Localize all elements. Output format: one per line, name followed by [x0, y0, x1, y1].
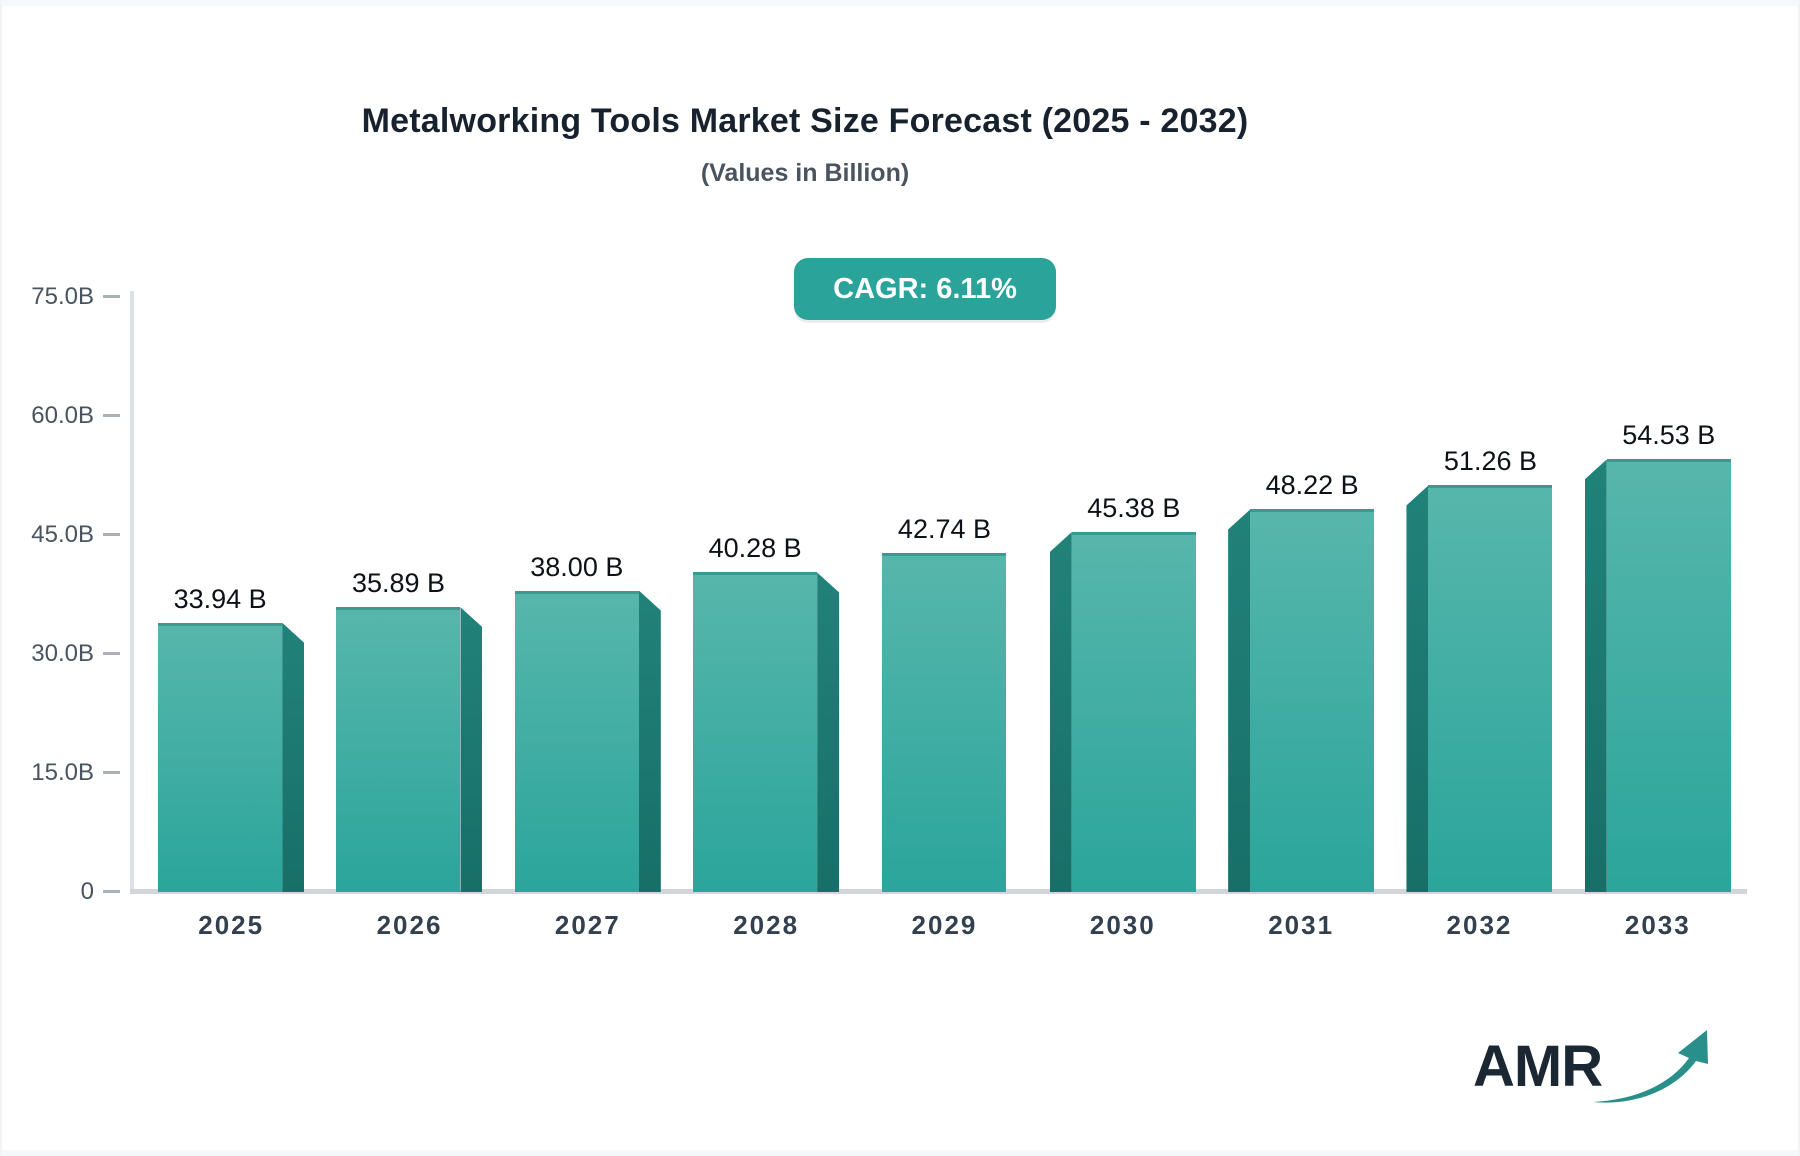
- bar-slot: 48.22 B: [1212, 297, 1390, 892]
- bar-face: 42.74 B: [882, 514, 1007, 892]
- bar-side-face: [1228, 509, 1251, 892]
- bar-slot: 54.53 B: [1569, 297, 1747, 892]
- bar-slot: 51.26 B: [1390, 297, 1568, 892]
- bar-face: 38.00 B: [514, 552, 639, 892]
- bar-side-face: [1584, 459, 1607, 892]
- x-axis-label: 2032: [1446, 910, 1513, 940]
- x-axis-labels: 2025 2026 2027 2028 2029 2030 2031 2032 2033: [142, 910, 1747, 941]
- bar-2032: 51.26 B: [1406, 446, 1553, 892]
- bar-value-label: 35.89 B: [351, 568, 446, 599]
- bar-face: 54.53 B: [1606, 420, 1731, 892]
- bar-face: 48.22 B: [1250, 470, 1375, 892]
- bar-value-label: 33.94 B: [173, 583, 267, 614]
- x-axis-label: 2031: [1268, 910, 1335, 940]
- x-axis-label: 2028: [733, 910, 800, 940]
- bar-slot: 35.89 B: [320, 297, 498, 892]
- bar-value-label: 51.26 B: [1443, 446, 1537, 477]
- bar-slot: 45.38 B: [1034, 297, 1212, 892]
- x-axis-label: 2029: [911, 910, 978, 940]
- y-axis-line: [130, 291, 134, 892]
- bar-face: 45.38 B: [1071, 493, 1196, 892]
- bar-face: 51.26 B: [1428, 446, 1553, 892]
- bar-2026: 35.89 B: [336, 568, 483, 892]
- amr-logo: AMR: [1473, 1018, 1708, 1108]
- bar-2025: 33.94 B: [158, 584, 305, 892]
- y-tick-mark: [103, 414, 120, 417]
- bar-side-face: [1406, 485, 1429, 892]
- x-axis-label: 2027: [554, 910, 621, 940]
- bar-value-label: 45.38 B: [1087, 493, 1181, 523]
- bar-2029: 42.74 B: [882, 514, 1007, 892]
- bar-side-face: [460, 607, 483, 892]
- y-tick-label: 45.0B: [31, 521, 94, 548]
- growth-arrow-icon: [1593, 1030, 1708, 1103]
- bar-slot: 33.94 B: [142, 297, 320, 892]
- bar-value-label: 54.53 B: [1622, 420, 1716, 451]
- bar-value-label: 48.22 B: [1265, 470, 1359, 501]
- y-tick-mark: [103, 890, 120, 893]
- bar-slot: 40.28 B: [677, 297, 855, 892]
- bar-face: 33.94 B: [158, 584, 283, 892]
- bar-side-face: [282, 622, 305, 892]
- bar-value-label: 40.28 B: [708, 533, 802, 564]
- bar-2027: 38.00 B: [514, 552, 661, 892]
- y-tick-mark: [103, 771, 120, 774]
- chart-title: Metalworking Tools Market Size Forecast …: [361, 102, 1249, 140]
- bar-slot: 42.74 B: [855, 297, 1033, 892]
- x-axis-label: 2026: [376, 910, 443, 940]
- y-tick-mark: [103, 652, 120, 655]
- bar-value-label: 38.00 B: [530, 551, 624, 582]
- y-tick-mark: [103, 295, 120, 298]
- cagr-badge-label: CAGR: 6.11%: [833, 272, 1017, 305]
- bar-2030: 45.38 B: [1049, 493, 1196, 892]
- bar-plot-area: 33.94 B 35.89 B 38.00 B 40.28 B 42.74 B 45.38…: [142, 297, 1747, 892]
- y-tick-label: 60.0B: [31, 402, 94, 429]
- amr-logo-text: AMR: [1473, 1034, 1603, 1099]
- y-tick-mark: [103, 533, 120, 536]
- bar-face: 35.89 B: [336, 568, 461, 892]
- bar-face: 40.28 B: [693, 533, 818, 892]
- bar-side-face: [817, 572, 840, 892]
- bar-side-face: [638, 590, 661, 892]
- cagr-badge: CAGR: 6.11%: [794, 258, 1056, 320]
- y-tick-label: 0: [80, 878, 94, 905]
- bar-2028: 40.28 B: [693, 533, 840, 892]
- bar-slot: 38.00 B: [499, 297, 677, 892]
- bar-2033: 54.53 B: [1584, 420, 1731, 892]
- y-tick-label: 75.0B: [31, 283, 94, 310]
- bar-value-label: 42.74 B: [897, 513, 992, 544]
- chart-subtitle: (Values in Billion): [700, 159, 910, 187]
- y-tick-label: 30.0B: [31, 640, 94, 667]
- x-axis-label: 2030: [1089, 910, 1156, 940]
- x-axis-label: 2025: [198, 910, 265, 940]
- bar-side-face: [1049, 532, 1072, 892]
- bar-2031: 48.22 B: [1228, 470, 1375, 892]
- chart-header: Metalworking Tools Market Size Forecast …: [2, 102, 1608, 188]
- x-axis-label: 2033: [1624, 910, 1691, 940]
- y-tick-label: 15.0B: [31, 759, 94, 786]
